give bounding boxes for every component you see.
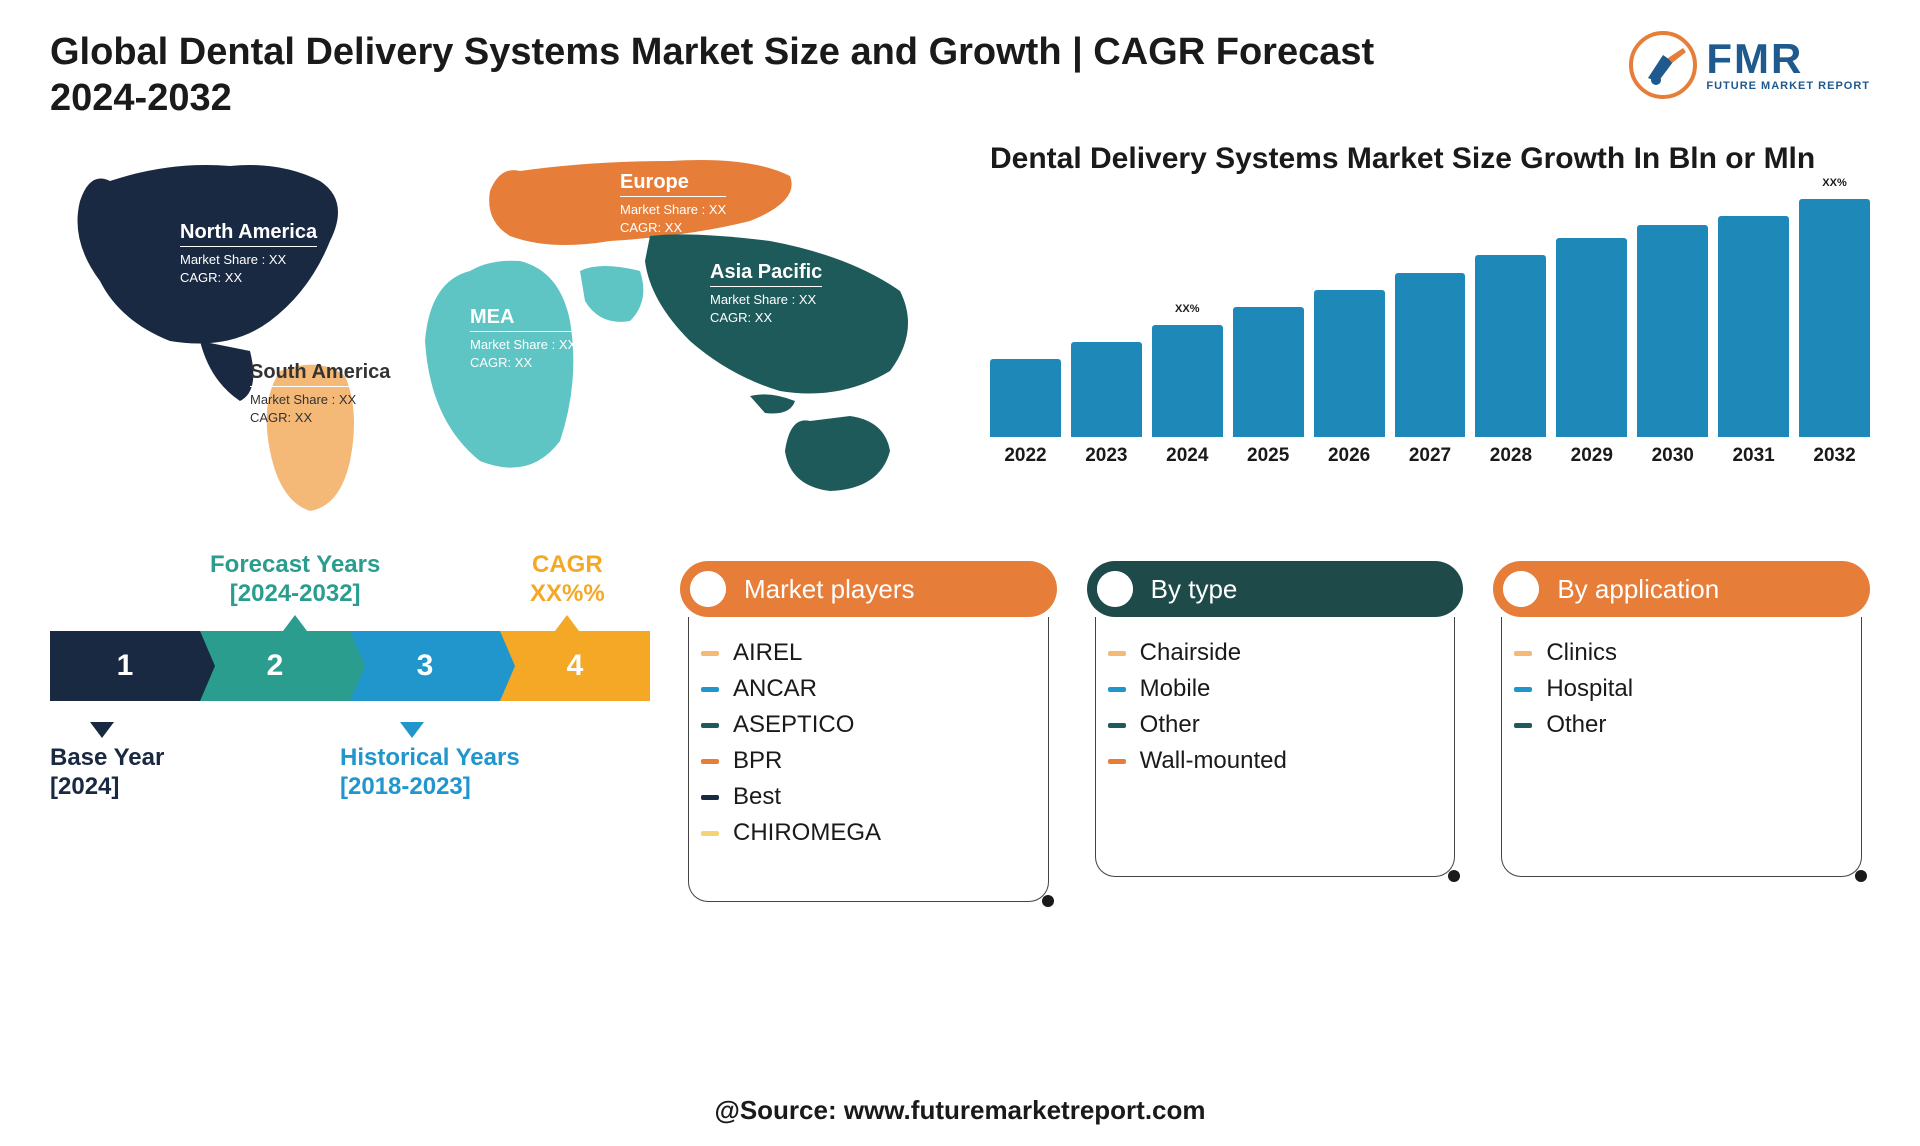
category-card-1: By type ChairsideMobileOtherWall-mounted bbox=[1087, 561, 1464, 902]
category-card-2: By application ClinicsHospitalOther bbox=[1493, 561, 1870, 902]
list-item: Best bbox=[701, 779, 1036, 815]
chart-title: Dental Delivery Systems Market Size Grow… bbox=[990, 141, 1870, 177]
logo-text: FMR bbox=[1706, 38, 1870, 80]
list-item: Clinics bbox=[1514, 635, 1849, 671]
source-attribution: @Source: www.futuremarketreport.com bbox=[714, 1095, 1205, 1126]
bar-2032: XX%2032 bbox=[1799, 199, 1870, 467]
top-section: North AmericaMarket Share : XXCAGR: XX So… bbox=[0, 131, 1920, 531]
bar-2029: 2029 bbox=[1556, 238, 1627, 467]
region-mea: MEAMarket Share : XXCAGR: XX bbox=[470, 306, 576, 372]
list-item: Wall-mounted bbox=[1108, 743, 1443, 779]
category-header: Market players bbox=[680, 561, 1057, 617]
list-item: Other bbox=[1514, 707, 1849, 743]
list-item: Chairside bbox=[1108, 635, 1443, 671]
category-card-0: Market players AIRELANCARASEPTICOBPRBestC… bbox=[680, 561, 1057, 902]
page-title: Global Dental Delivery Systems Market Si… bbox=[50, 30, 1450, 121]
timeline-seg-3: 3 bbox=[350, 631, 500, 701]
category-header: By type bbox=[1087, 561, 1464, 617]
header: Global Dental Delivery Systems Market Si… bbox=[0, 0, 1920, 131]
list-item: BPR bbox=[701, 743, 1036, 779]
region-south-america: South AmericaMarket Share : XXCAGR: XX bbox=[250, 361, 390, 427]
historical-label: Historical Years [2018-2023] bbox=[340, 716, 520, 802]
world-map: North AmericaMarket Share : XXCAGR: XX So… bbox=[50, 141, 950, 521]
timeline-bar: 1 2 3 4 bbox=[50, 631, 650, 701]
bar-2023: 2023 bbox=[1071, 342, 1142, 467]
list-item: Hospital bbox=[1514, 671, 1849, 707]
timeline-seg-1: 1 bbox=[50, 631, 200, 701]
region-north-america: North AmericaMarket Share : XXCAGR: XX bbox=[180, 221, 317, 287]
fmr-logo: FMR FUTURE MARKET REPORT bbox=[1628, 30, 1870, 100]
bar-2031: 2031 bbox=[1718, 216, 1789, 467]
bottom-section: Forecast Years [2024-2032] CAGR XX%% 1 2… bbox=[0, 531, 1920, 912]
timeline-seg-4: 4 bbox=[500, 631, 650, 701]
bar-2022: 2022 bbox=[990, 359, 1061, 467]
list-item: CHIROMEGA bbox=[701, 815, 1036, 851]
list-item: ASEPTICO bbox=[701, 707, 1036, 743]
list-item: Mobile bbox=[1108, 671, 1443, 707]
bar-chart: 20222023XX%20242025202620272028202920302… bbox=[990, 187, 1870, 467]
base-year-label: Base Year [2024] bbox=[50, 716, 164, 802]
timeline: Forecast Years [2024-2032] CAGR XX%% 1 2… bbox=[50, 561, 650, 701]
logo-subtitle: FUTURE MARKET REPORT bbox=[1706, 80, 1870, 92]
list-item: Other bbox=[1108, 707, 1443, 743]
timeline-seg-2: 2 bbox=[200, 631, 350, 701]
bar-chart-area: Dental Delivery Systems Market Size Grow… bbox=[990, 141, 1870, 521]
forecast-label: Forecast Years [2024-2032] bbox=[210, 551, 380, 637]
bar-2024: XX%2024 bbox=[1152, 325, 1223, 468]
list-item: AIREL bbox=[701, 635, 1036, 671]
cagr-label: CAGR XX%% bbox=[530, 551, 605, 637]
bar-2026: 2026 bbox=[1314, 290, 1385, 467]
list-item: ANCAR bbox=[701, 671, 1036, 707]
bar-2025: 2025 bbox=[1233, 307, 1304, 467]
category-header: By application bbox=[1493, 561, 1870, 617]
bar-2027: 2027 bbox=[1395, 273, 1466, 468]
bar-2028: 2028 bbox=[1475, 255, 1546, 467]
bar-2030: 2030 bbox=[1637, 225, 1708, 467]
region-europe: EuropeMarket Share : XXCAGR: XX bbox=[620, 171, 726, 237]
region-asia-pacific: Asia PacificMarket Share : XXCAGR: XX bbox=[710, 261, 822, 327]
telescope-icon bbox=[1628, 30, 1698, 100]
